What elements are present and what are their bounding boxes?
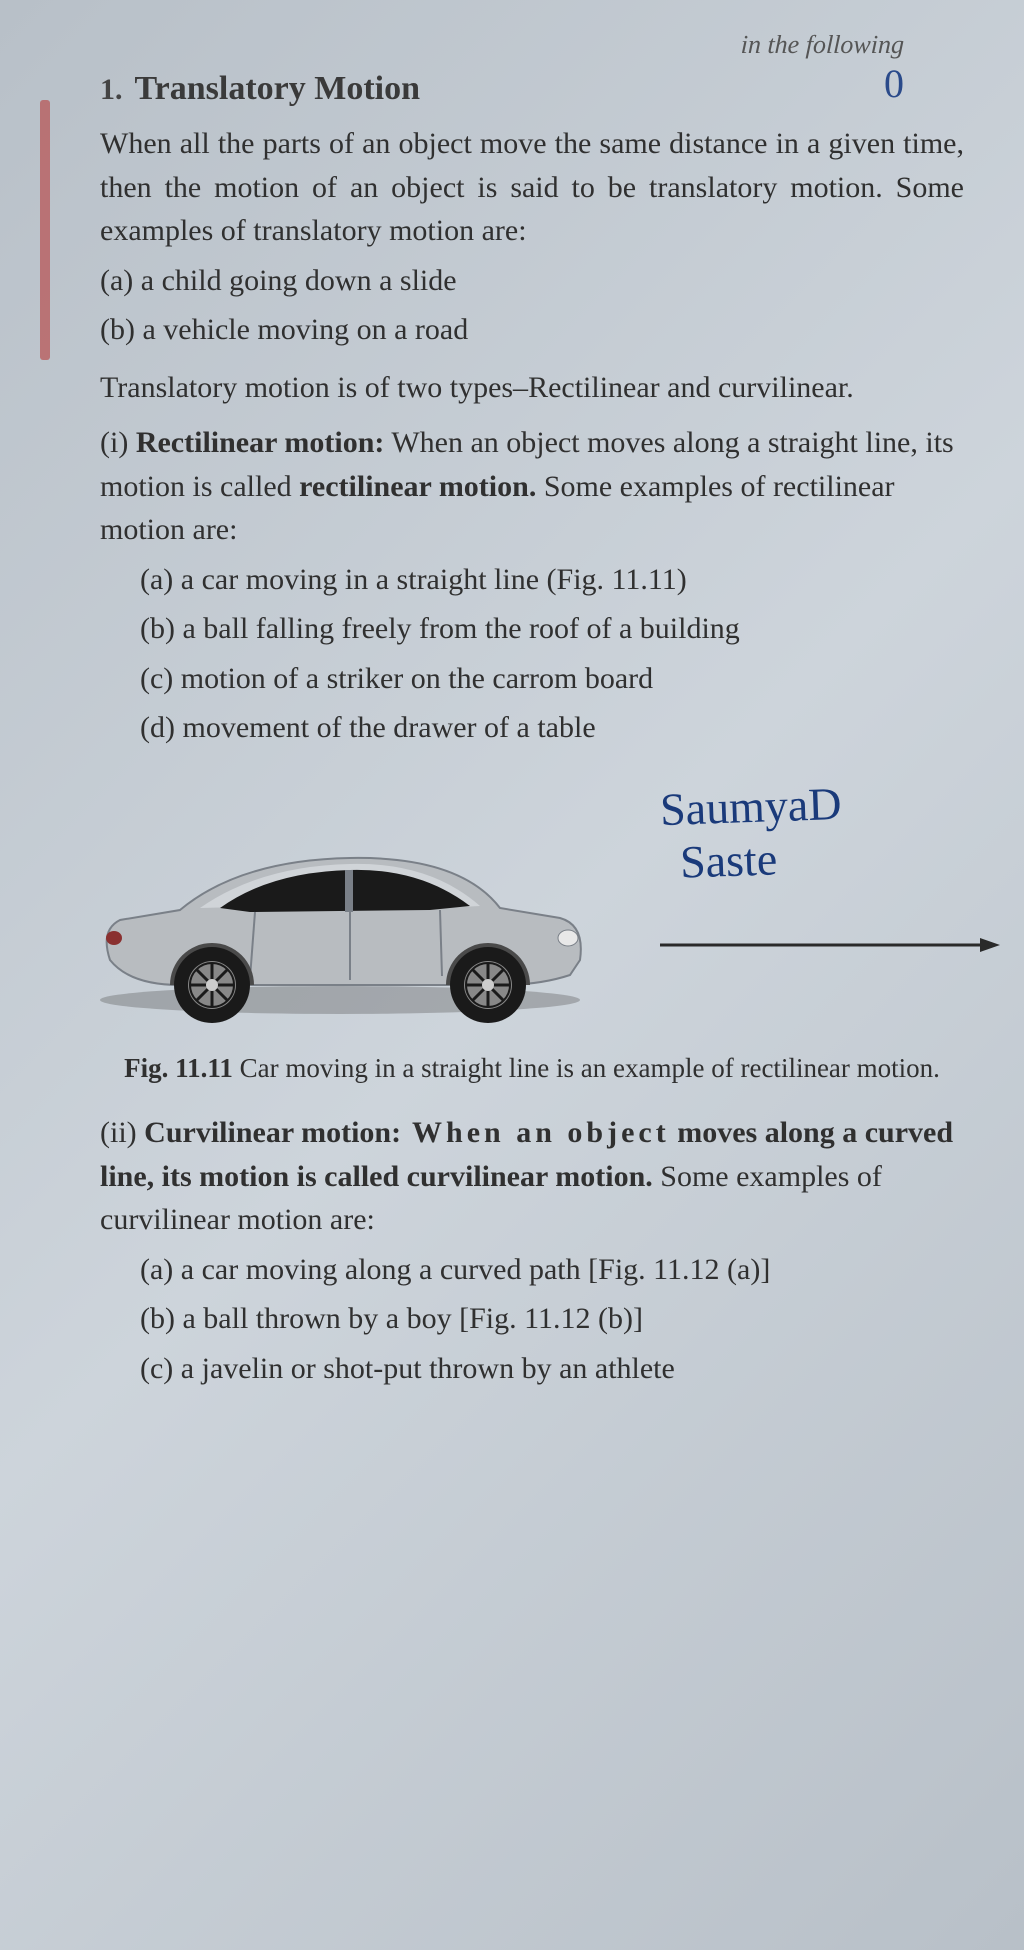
section-number: 1. [100, 73, 123, 106]
intro-example-b: (b) a vehicle moving on a road [100, 308, 964, 352]
rectilinear-label: (i) [100, 426, 128, 459]
rectilinear-section: (i) Rectilinear motion: When an object m… [100, 421, 964, 552]
curv-def-bold: curvilinear motion. [407, 1160, 653, 1193]
intro-paragraph: When all the parts of an object move the… [100, 122, 964, 253]
curvilinear-section: (ii) Curvilinear motion: When an object … [100, 1111, 964, 1242]
caption-text: Car moving in a straight line is an exam… [233, 1053, 940, 1083]
curv-def-spaced: When an object [401, 1116, 670, 1149]
rect-example-b: (b) a ball falling freely from the roof … [140, 607, 964, 651]
section-title: Translatory Motion [135, 70, 421, 107]
types-intro-bold: Rectilinear [528, 371, 660, 404]
curv-example-a: (a) a car moving along a curved path [Fi… [140, 1248, 964, 1292]
types-intro: Translatory motion is of two types–Recti… [100, 366, 964, 410]
rect-example-c: (c) motion of a striker on the carrom bo… [140, 657, 964, 701]
rectilinear-title: Rectilinear motion: [136, 426, 385, 459]
margin-bar [40, 100, 50, 360]
textbook-page: in the following 0 1. Translatory Motion… [0, 0, 1024, 1420]
caption-prefix: Fig. 11.11 [124, 1053, 233, 1083]
curvilinear-label: (ii) [100, 1116, 137, 1149]
curvilinear-title: Curvilinear motion: [144, 1116, 401, 1149]
curv-example-c: (c) a javelin or shot-put thrown by an a… [140, 1347, 964, 1391]
curvilinear-examples: (a) a car moving along a curved path [Fi… [100, 1248, 964, 1391]
rect-example-a: (a) a car moving in a straight line (Fig… [140, 558, 964, 602]
rect-example-d: (d) movement of the drawer of a table [140, 706, 964, 750]
intro-example-a: (a) a child going down a slide [100, 259, 964, 303]
types-intro-suffix: and curvilinear. [660, 371, 854, 404]
figure-caption: Fig. 11.11 Car moving in a straight line… [100, 1050, 964, 1088]
section-heading: 1. Translatory Motion [100, 70, 964, 108]
car-icon [60, 790, 620, 1030]
arrow-icon [660, 930, 1000, 960]
rectilinear-examples: (a) a car moving in a straight line (Fig… [100, 558, 964, 750]
rectilinear-def-bold: rectilinear motion. [299, 470, 536, 503]
handwriting-line2: Saste [679, 832, 778, 888]
header-fragment: in the following [99, 30, 964, 60]
handwritten-mark: 0 [884, 60, 904, 107]
types-intro-prefix: Translatory motion is of two types– [100, 371, 528, 404]
handwriting-line1: SaumyaD [659, 776, 842, 835]
car-figure: SaumyaD Saste [100, 770, 964, 1050]
curv-example-b: (b) a ball thrown by a boy [Fig. 11.12 (… [140, 1297, 964, 1341]
